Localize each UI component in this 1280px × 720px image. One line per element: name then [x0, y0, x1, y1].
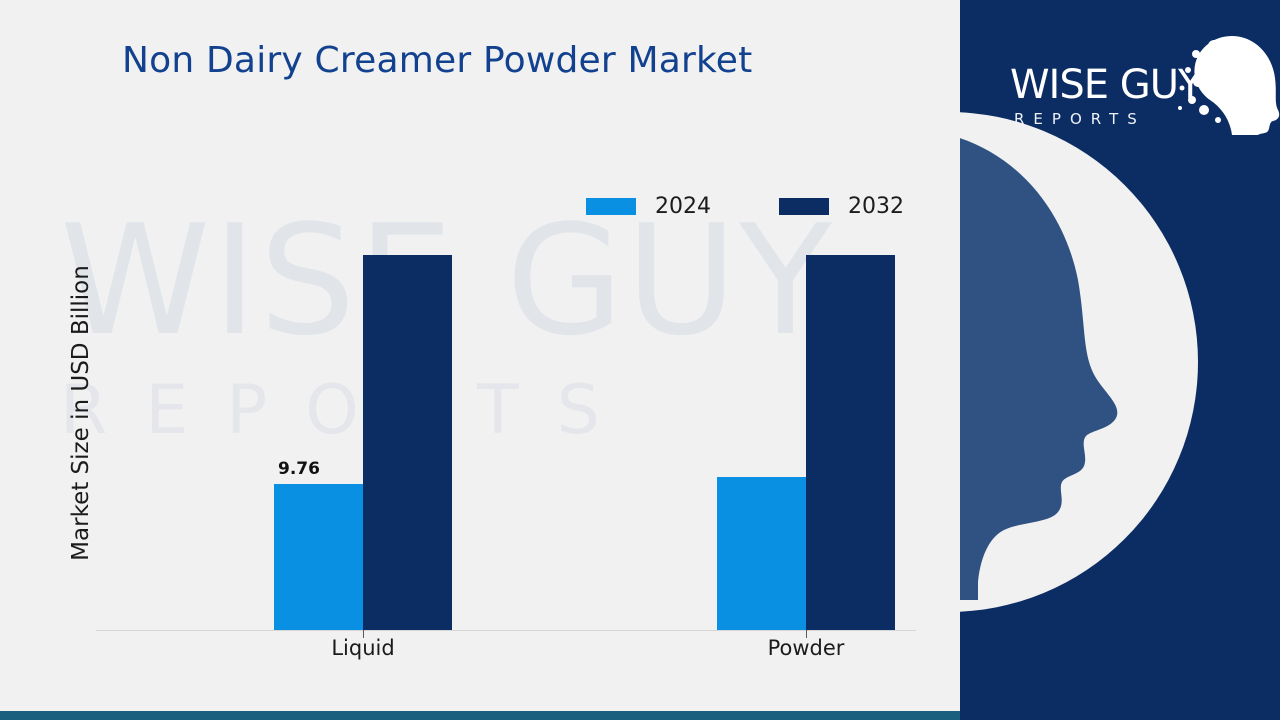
bar-value-label-liquid-2024: 9.76 — [278, 458, 320, 479]
brand-panel: WISE GUY REPORTS — [960, 0, 1280, 720]
x-axis-label-powder: Powder — [767, 636, 845, 660]
brand-dot-cluster-decoration — [960, 130, 1050, 550]
logo-secondary-text: REPORTS — [1014, 110, 1146, 128]
legend-entry-2032: 2032 — [779, 194, 904, 219]
legend-swatch-2032 — [779, 198, 829, 215]
legend-label-2024: 2024 — [655, 194, 711, 219]
logo-head-icon — [1178, 36, 1280, 135]
bar-powder-2032 — [806, 255, 895, 630]
footer-strip — [0, 711, 960, 720]
x-axis-label-liquid: Liquid — [331, 636, 395, 660]
logo-primary-text: WISE GUY — [1010, 62, 1202, 108]
x-axis-tick-liquid — [363, 630, 364, 638]
bar-liquid-2024 — [274, 483, 363, 630]
plot-area: 9.76 Liquid Powder — [96, 255, 916, 660]
bar-liquid-2032 — [363, 255, 452, 630]
brand-head-silhouette-icon — [960, 138, 1118, 600]
brand-logo: WISE GUY REPORTS — [984, 28, 1280, 135]
x-axis-line — [96, 630, 916, 631]
chart-title: Non Dairy Creamer Powder Market — [122, 40, 753, 81]
legend-swatch-2024 — [586, 198, 636, 215]
legend-entry-2024: 2024 — [586, 194, 711, 219]
chart-legend: 2024 2032 — [586, 194, 904, 219]
legend-label-2032: 2032 — [848, 194, 904, 219]
x-axis-tick-powder — [806, 630, 807, 638]
chart-panel: WISE GUY REPORTS Non Dairy Creamer Powde… — [0, 40, 960, 720]
bar-powder-2024 — [717, 477, 806, 630]
